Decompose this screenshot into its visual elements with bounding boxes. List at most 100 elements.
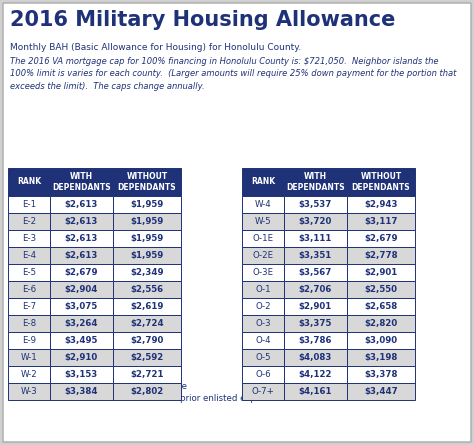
Text: $2,613: $2,613 [65,217,98,226]
Text: $2,349: $2,349 [130,268,164,277]
Text: $1,959: $1,959 [130,200,164,209]
Text: O-1: O-1 [255,285,271,294]
Bar [50,196,113,213]
Text: $3,567: $3,567 [299,268,332,277]
Bar [50,298,113,315]
Bar [8,298,50,315]
Bar [113,383,181,400]
Text: $3,075: $3,075 [65,302,98,311]
Text: WITHOUT
DEPENDANTS: WITHOUT DEPENDANTS [352,172,410,192]
Text: RANK: RANK [251,178,275,186]
Text: E-1: E-1 [22,200,36,209]
Text: E-9: E-9 [22,336,36,345]
Bar [50,264,113,281]
Text: $2,790: $2,790 [130,336,164,345]
Text: $3,351: $3,351 [299,251,332,260]
Text: O-1E=: O-1E= [10,382,38,391]
Text: $3,090: $3,090 [365,336,398,345]
Bar [113,315,181,332]
Text: $3,447: $3,447 [364,387,398,396]
Text: E=: E= [10,358,23,367]
Text: O-3E: O-3E [253,268,273,277]
Text: $2,724: $2,724 [130,319,164,328]
Bar [242,196,284,213]
Text: $2,820: $2,820 [365,319,398,328]
Text: $3,537: $3,537 [299,200,332,209]
Bar [50,230,113,247]
Text: 2016 Military Housing Allowance: 2016 Military Housing Allowance [10,10,395,30]
Text: $3,720: $3,720 [299,217,332,226]
Text: $3,495: $3,495 [65,336,98,345]
Bar [113,281,181,298]
Bar [50,315,113,332]
Text: $2,910: $2,910 [65,353,98,362]
Text: $2,658: $2,658 [365,302,398,311]
Bar [113,196,181,213]
Text: $2,613: $2,613 [65,251,98,260]
Bar [8,196,50,213]
Bar [284,349,347,366]
Text: $4,161: $4,161 [299,387,332,396]
Text: $3,384: $3,384 [65,387,98,396]
Text: $3,111: $3,111 [299,234,332,243]
Text: W-2: W-2 [21,370,37,379]
Text: commissioned officers with no prior enlisted experience: commissioned officers with no prior enli… [46,394,288,403]
Bar [113,247,181,264]
Text: $2,721: $2,721 [130,370,164,379]
Bar [50,383,113,400]
Bar [347,332,415,349]
Bar [284,230,347,247]
Text: $2,592: $2,592 [130,353,164,362]
Bar [8,230,50,247]
Text: $3,378: $3,378 [364,370,398,379]
Bar [8,315,50,332]
Bar [347,281,415,298]
Text: $1,959: $1,959 [130,234,164,243]
Bar [8,247,50,264]
Bar [113,298,181,315]
Bar [347,247,415,264]
Bar [50,247,113,264]
Text: $2,619: $2,619 [130,302,164,311]
Text: $2,802: $2,802 [130,387,164,396]
Bar [113,264,181,281]
Bar [284,383,347,400]
Text: $2,943: $2,943 [364,200,398,209]
Text: E-2: E-2 [22,217,36,226]
Bar [50,281,113,298]
Bar [50,168,113,196]
Bar [284,196,347,213]
Bar [347,196,415,213]
Text: W-5: W-5 [255,217,272,226]
Bar [284,213,347,230]
Text: WITH
DEPENDANTS: WITH DEPENDANTS [52,172,111,192]
Text: W-1: W-1 [21,353,37,362]
Text: warrant officers: warrant officers [46,370,114,379]
Text: $2,706: $2,706 [299,285,332,294]
Text: O-6: O-6 [255,370,271,379]
Bar [113,230,181,247]
Text: O-5: O-5 [255,353,271,362]
Bar [50,349,113,366]
Text: $3,786: $3,786 [299,336,332,345]
Text: E-3: E-3 [22,234,36,243]
Text: E-5: E-5 [22,268,36,277]
Bar [242,247,284,264]
Text: Monthly BAH (Basic Allowance for Housing) for Honolulu County.: Monthly BAH (Basic Allowance for Housing… [10,43,301,52]
Bar [242,349,284,366]
Text: WITH
DEPENDANTS: WITH DEPENDANTS [286,172,345,192]
Text: $4,083: $4,083 [299,353,332,362]
Bar [347,168,415,196]
Text: $3,117: $3,117 [364,217,398,226]
Text: $3,153: $3,153 [65,370,98,379]
Text: WITHOUT
DEPENDANTS: WITHOUT DEPENDANTS [118,172,176,192]
Bar [242,383,284,400]
Text: $2,613: $2,613 [65,200,98,209]
Text: $2,901: $2,901 [299,302,332,311]
Bar [347,213,415,230]
Text: $3,375: $3,375 [299,319,332,328]
Text: O-1E: O-1E [253,234,273,243]
Bar [113,366,181,383]
Text: $4,122: $4,122 [299,370,332,379]
Text: O-3: O-3 [255,319,271,328]
